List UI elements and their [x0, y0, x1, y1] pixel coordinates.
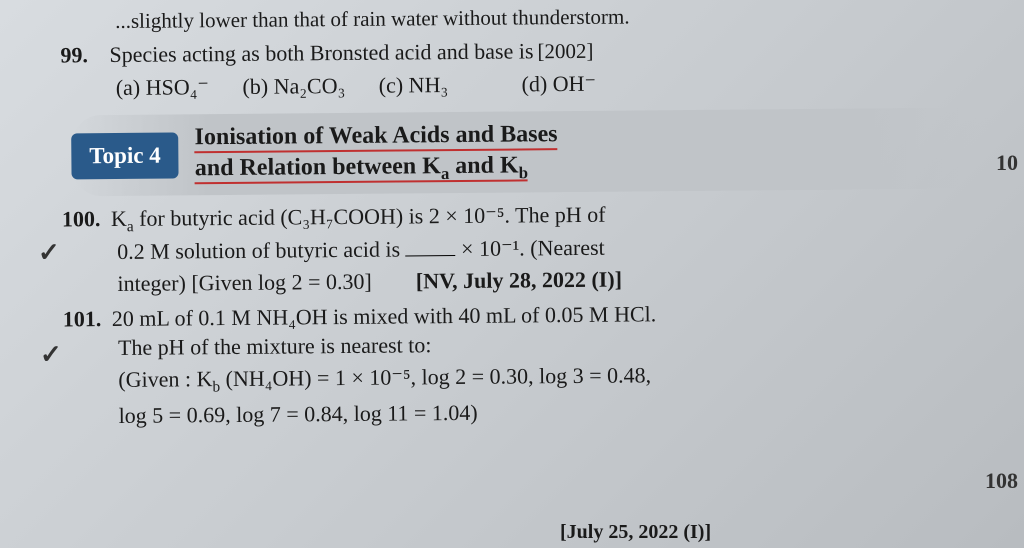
q99-opt-d: (d) OH⁻ — [521, 71, 596, 98]
tick-mark-100: ✓ — [38, 238, 60, 268]
topic-line1: Ionisation of Weak Acids and Bases — [194, 121, 557, 153]
q101-t1: 20 mL of 0.1 M NH₄OH is mixed with 40 mL… — [112, 301, 657, 331]
q100-ref: [NV, July 28, 2022 (I)] — [416, 267, 622, 294]
q99-options: (a) HSO₄⁻ (b) Na₂CO₃ (c) NH₃ (d) OH⁻ — [116, 68, 995, 102]
opt-d-label: (d) — [521, 71, 547, 96]
opt-a-val: HSO₄⁻ — [146, 74, 210, 100]
opt-b-label: (b) — [242, 74, 268, 99]
q101-t3b: (NH₄OH) = 1 × 10⁻⁵, log 2 = 0.30, log 3 … — [220, 362, 651, 391]
q100-t1: for butyric acid (C₃H₇COOH) is 2 × 10⁻⁵.… — [134, 202, 606, 231]
opt-a-label: (a) — [116, 75, 141, 100]
q101-t4: log 5 = 0.69, log 7 = 0.84, log 11 = 1.0… — [119, 400, 478, 428]
topic-badge: Topic 4 — [71, 132, 179, 179]
topic-line2-b: and K — [449, 153, 519, 180]
q101-number: 101. — [63, 306, 108, 332]
tick-mark-101: ✓ — [40, 340, 62, 370]
q99-row: 99. Species acting as both Bronsted acid… — [60, 33, 994, 72]
q99-opt-a: (a) HSO₄⁻ — [116, 74, 209, 101]
topic-line2-a: and Relation between K — [195, 154, 441, 182]
bottom-reference: [July 25, 2022 (I)] — [560, 521, 711, 544]
q99-opt-b: (b) Na₂CO₃ — [242, 73, 345, 100]
q99-year: [2002] — [537, 39, 593, 63]
q101-block: 101. 20 mL of 0.1 M NH₄OH is mixed with … — [63, 298, 998, 432]
side-number-1: 10 — [996, 150, 1018, 176]
q101-t3: (Given : K — [118, 366, 212, 392]
side-number-2: 108 — [985, 468, 1018, 494]
opt-d-val: OH⁻ — [553, 71, 597, 96]
q100-content: 0.2 M solution of butyric acid is × 10⁻¹… — [117, 229, 997, 300]
q99-text: Species acting as both Bronsted acid and… — [109, 39, 533, 68]
q100-t3: × 10⁻¹. (Nearest — [456, 235, 605, 261]
q100-t2: 0.2 M solution of butyric acid is — [117, 237, 406, 265]
q101-t2: The pH of the mixture is nearest to: — [118, 332, 432, 360]
q100-pre: K — [111, 206, 127, 231]
opt-b-val: Na₂CO₃ — [274, 73, 346, 99]
topic-line2: and Relation between Ka and Kb — [195, 153, 528, 185]
q100-block: 100. Ka for butyric acid (C₃H₇COOH) is 2… — [62, 198, 997, 300]
q100-blank — [405, 234, 455, 256]
q99-number: 99. — [60, 40, 105, 71]
topic-sub-b: b — [519, 164, 529, 183]
q100-line1: Ka for butyric acid (C₃H₇COOH) is 2 × 10… — [111, 202, 606, 231]
q101-t3sub: b — [212, 379, 220, 396]
topic-sub-a: a — [441, 164, 450, 183]
q98-tail-line: ...slightly lower than that of rain wate… — [115, 0, 994, 36]
q98-tail: ...slightly lower than that of rain wate… — [115, 5, 630, 33]
q101-content: The pH of the mixture is nearest to: (Gi… — [118, 324, 998, 431]
q99-opt-c: (c) NH₃ — [379, 72, 449, 99]
opt-c-val: NH₃ — [409, 72, 449, 97]
page-content: ...slightly lower than that of rain wate… — [0, 0, 1024, 443]
q100-number: 100. — [62, 206, 107, 232]
opt-c-label: (c) — [379, 73, 404, 98]
topic-header: Topic 4 Ionisation of Weak Acids and Bas… — [71, 108, 996, 197]
q100-t4: integer) [Given log 2 = 0.30] — [117, 269, 372, 296]
topic-title: Ionisation of Weak Acids and Bases and R… — [194, 119, 558, 187]
